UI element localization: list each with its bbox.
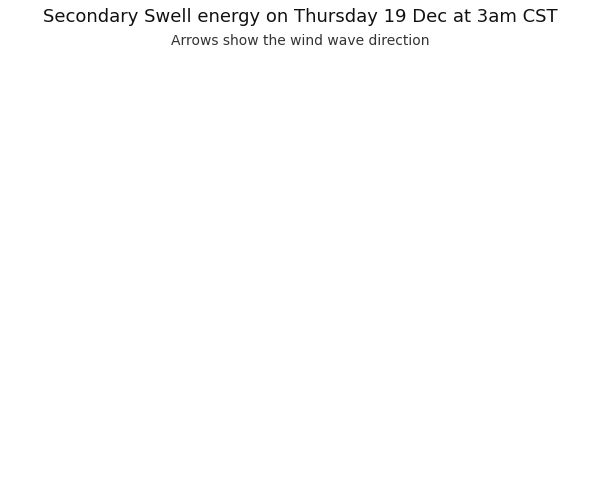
Text: Secondary Swell energy on Thursday 19 Dec at 3am CST: Secondary Swell energy on Thursday 19 De… — [43, 8, 558, 26]
Text: Map requires cartopy: Map requires cartopy — [197, 259, 404, 278]
Text: Arrows show the wind wave direction: Arrows show the wind wave direction — [171, 35, 430, 48]
